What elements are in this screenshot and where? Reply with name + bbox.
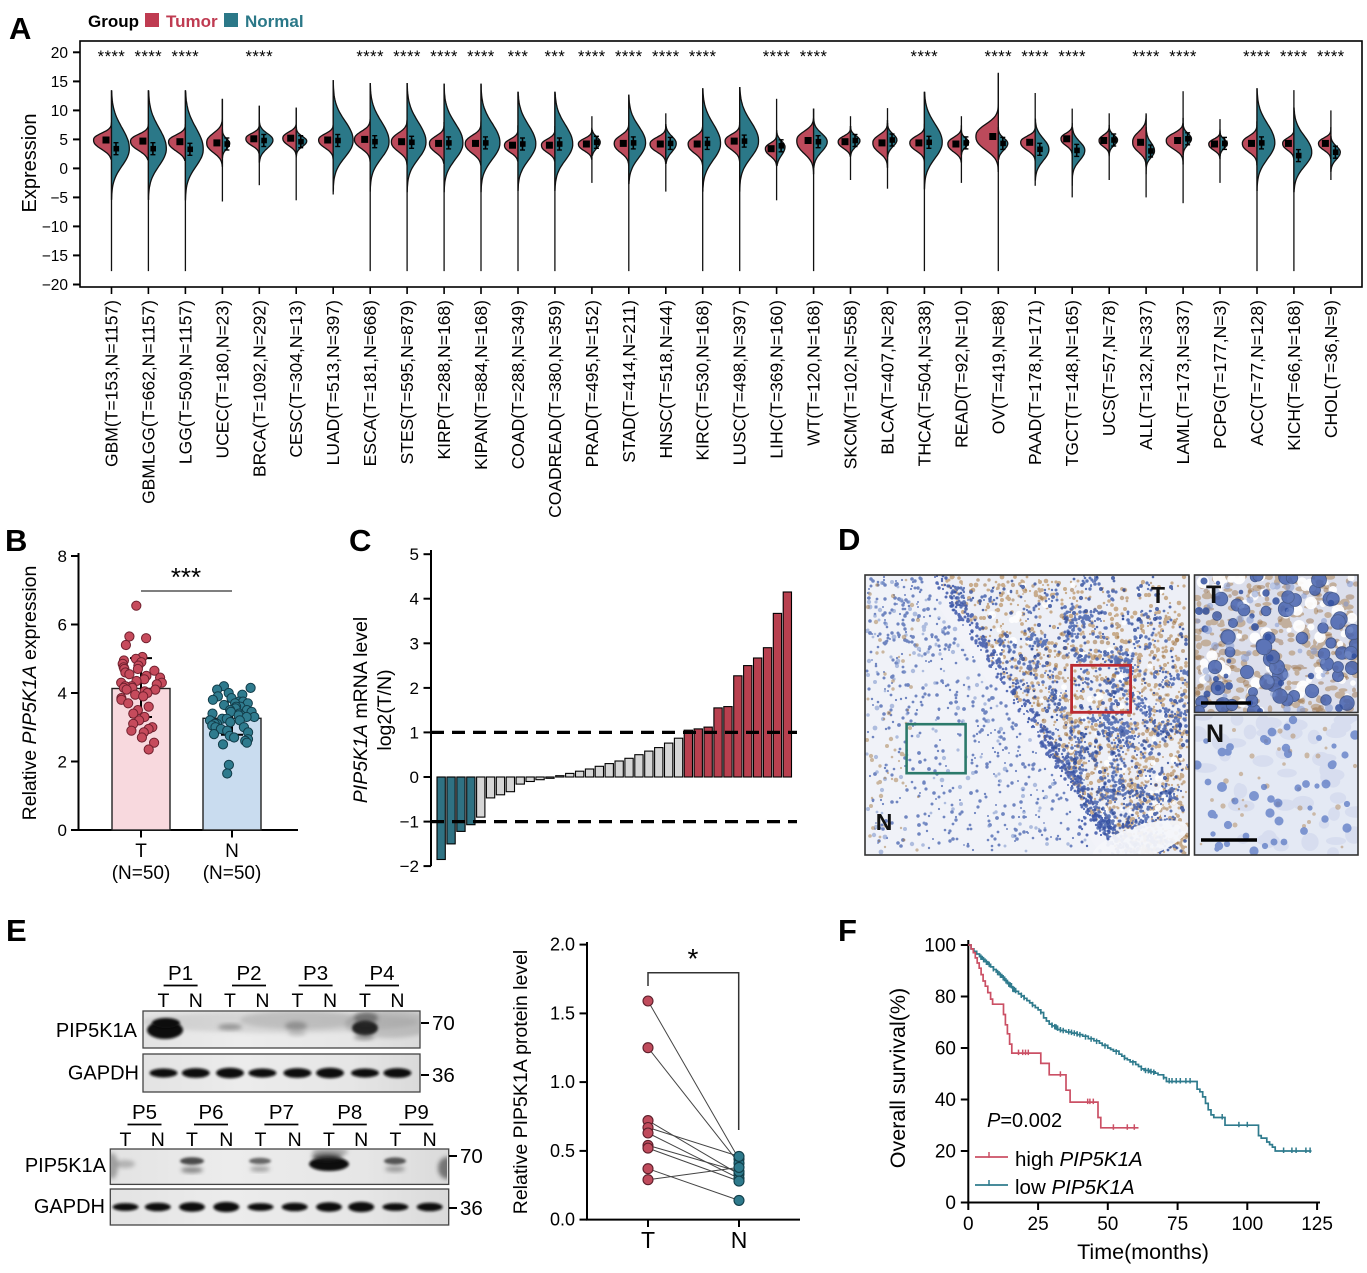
svg-text:****: **** [689, 48, 717, 66]
svg-text:PCPG(T=177,N=3): PCPG(T=177,N=3) [1210, 300, 1230, 449]
svg-text:4: 4 [58, 684, 67, 703]
svg-text:Tumor: Tumor [166, 12, 218, 31]
svg-text:CESC(T=304,N=13): CESC(T=304,N=13) [286, 300, 306, 458]
svg-text:****: **** [356, 48, 384, 66]
svg-text:BLCA(T=407,N=28): BLCA(T=407,N=28) [878, 300, 898, 455]
svg-text:SKCM(T=102,N=558): SKCM(T=102,N=558) [841, 300, 861, 469]
svg-text:****: **** [98, 48, 126, 66]
svg-text:8: 8 [58, 547, 67, 566]
svg-text:KICH(T=66,N=168): KICH(T=66,N=168) [1284, 300, 1304, 451]
svg-text:T: T [1151, 582, 1165, 608]
svg-text:2: 2 [58, 753, 67, 772]
svg-text:T: T [135, 841, 147, 862]
svg-text:ESCA(T=181,N=668): ESCA(T=181,N=668) [360, 300, 380, 466]
svg-text:****: **** [1132, 48, 1160, 66]
svg-text:log2(T/N): log2(T/N) [374, 669, 396, 750]
svg-text:BRCA(T=1092,N=292): BRCA(T=1092,N=292) [249, 300, 269, 477]
svg-text:15: 15 [51, 74, 68, 91]
svg-text:−10: −10 [42, 219, 69, 236]
svg-text:Group: Group [88, 12, 139, 31]
svg-text:****: **** [135, 48, 163, 66]
svg-text:Expression: Expression [19, 114, 41, 213]
svg-text:−2: −2 [400, 857, 419, 876]
svg-text:****: **** [172, 48, 200, 66]
svg-text:****: **** [1021, 48, 1049, 66]
svg-text:COAD(T=288,N=349): COAD(T=288,N=349) [508, 300, 528, 469]
svg-text:****: **** [578, 48, 606, 66]
svg-text:****: **** [245, 48, 273, 66]
svg-text:10: 10 [51, 103, 69, 120]
svg-text:UCEC(T=180,N=23): UCEC(T=180,N=23) [212, 300, 232, 459]
svg-text:PRAD(T=495,N=152): PRAD(T=495,N=152) [582, 300, 602, 467]
svg-text:****: **** [911, 48, 939, 66]
svg-text:CHOL(T=36,N=9): CHOL(T=36,N=9) [1321, 300, 1341, 438]
svg-text:****: **** [1243, 48, 1271, 66]
svg-text:D: D [838, 522, 860, 557]
svg-text:****: **** [1280, 48, 1308, 66]
svg-text:****: **** [430, 48, 458, 66]
svg-text:****: **** [615, 48, 643, 66]
svg-text:****: **** [763, 48, 791, 66]
svg-text:ALL(T=132,N=337): ALL(T=132,N=337) [1136, 300, 1156, 450]
svg-text:0: 0 [410, 768, 419, 787]
svg-text:STAD(T=414,N=211): STAD(T=414,N=211) [619, 300, 639, 463]
svg-text:TGCT(T=148,N=165): TGCT(T=148,N=165) [1062, 300, 1082, 466]
svg-text:***: *** [508, 48, 529, 66]
svg-text:Relative PIP5K1A expression: Relative PIP5K1A expression [19, 566, 41, 821]
svg-text:LIHC(T=369,N=160): LIHC(T=369,N=160) [767, 300, 787, 459]
svg-text:PAAD(T=178,N=171): PAAD(T=178,N=171) [1025, 300, 1045, 465]
svg-text:N: N [876, 809, 893, 835]
svg-text:LUSC(T=498,N=397): LUSC(T=498,N=397) [730, 300, 750, 465]
svg-text:****: **** [467, 48, 495, 66]
svg-text:READ(T=92,N=10): READ(T=92,N=10) [951, 300, 971, 448]
svg-text:(N=50): (N=50) [203, 863, 262, 884]
svg-text:WT(T=120,N=168): WT(T=120,N=168) [804, 300, 824, 446]
svg-text:−5: −5 [50, 190, 68, 207]
svg-text:N: N [225, 841, 239, 862]
svg-text:B: B [5, 523, 27, 558]
svg-text:4: 4 [410, 590, 419, 609]
svg-text:ACC(T=77,N=128): ACC(T=77,N=128) [1247, 300, 1267, 446]
svg-text:0: 0 [59, 161, 68, 178]
svg-text:****: **** [652, 48, 680, 66]
svg-text:****: **** [984, 48, 1012, 66]
svg-text:LAML(T=173,N=337): LAML(T=173,N=337) [1173, 300, 1193, 464]
svg-text:****: **** [1169, 48, 1197, 66]
svg-text:****: **** [1317, 48, 1345, 66]
svg-text:−15: −15 [42, 248, 68, 265]
svg-text:−20: −20 [42, 277, 69, 294]
svg-text:GBMLGG(T=662,N=1157): GBMLGG(T=662,N=1157) [138, 300, 158, 504]
svg-text:5: 5 [59, 132, 68, 149]
svg-text:3: 3 [410, 634, 419, 653]
svg-text:THCA(T=504,N=338): THCA(T=504,N=338) [914, 300, 934, 466]
svg-text:GBM(T=153,N=1157): GBM(T=153,N=1157) [102, 300, 122, 467]
svg-text:OV(T=419,N=88): OV(T=419,N=88) [988, 300, 1008, 434]
svg-text:1: 1 [410, 723, 419, 742]
svg-text:***: *** [545, 48, 566, 66]
svg-text:LUAD(T=513,N=397): LUAD(T=513,N=397) [323, 300, 343, 465]
svg-text:****: **** [393, 48, 421, 66]
svg-text:HNSC(T=518,N=44): HNSC(T=518,N=44) [656, 300, 676, 459]
svg-text:PIP5K1A mRNA level: PIP5K1A mRNA level [350, 617, 372, 803]
svg-text:UCS(T=57,N=78): UCS(T=57,N=78) [1099, 300, 1119, 436]
svg-text:A: A [9, 11, 31, 46]
svg-text:KIPAN(T=884,N=168): KIPAN(T=884,N=168) [471, 300, 491, 470]
svg-text:0: 0 [58, 821, 67, 840]
svg-text:KIRC(T=530,N=168): KIRC(T=530,N=168) [693, 300, 713, 461]
svg-text:KIRP(T=288,N=168): KIRP(T=288,N=168) [434, 300, 454, 460]
svg-text:****: **** [1058, 48, 1086, 66]
svg-text:−1: −1 [400, 813, 419, 832]
svg-text:***: *** [171, 562, 201, 592]
svg-text:LGG(T=509,N=1157): LGG(T=509,N=1157) [175, 300, 195, 464]
svg-text:6: 6 [58, 616, 67, 635]
svg-text:2: 2 [410, 679, 419, 698]
svg-text:20: 20 [51, 45, 69, 62]
svg-text:5: 5 [410, 545, 419, 564]
svg-text:C: C [349, 523, 371, 558]
svg-text:****: **** [800, 48, 828, 66]
svg-text:Normal: Normal [245, 12, 304, 31]
svg-text:COADREAD(T=380,N=359): COADREAD(T=380,N=359) [545, 300, 565, 518]
svg-text:STES(T=595,N=879): STES(T=595,N=879) [397, 300, 417, 464]
svg-text:(N=50): (N=50) [112, 863, 171, 884]
